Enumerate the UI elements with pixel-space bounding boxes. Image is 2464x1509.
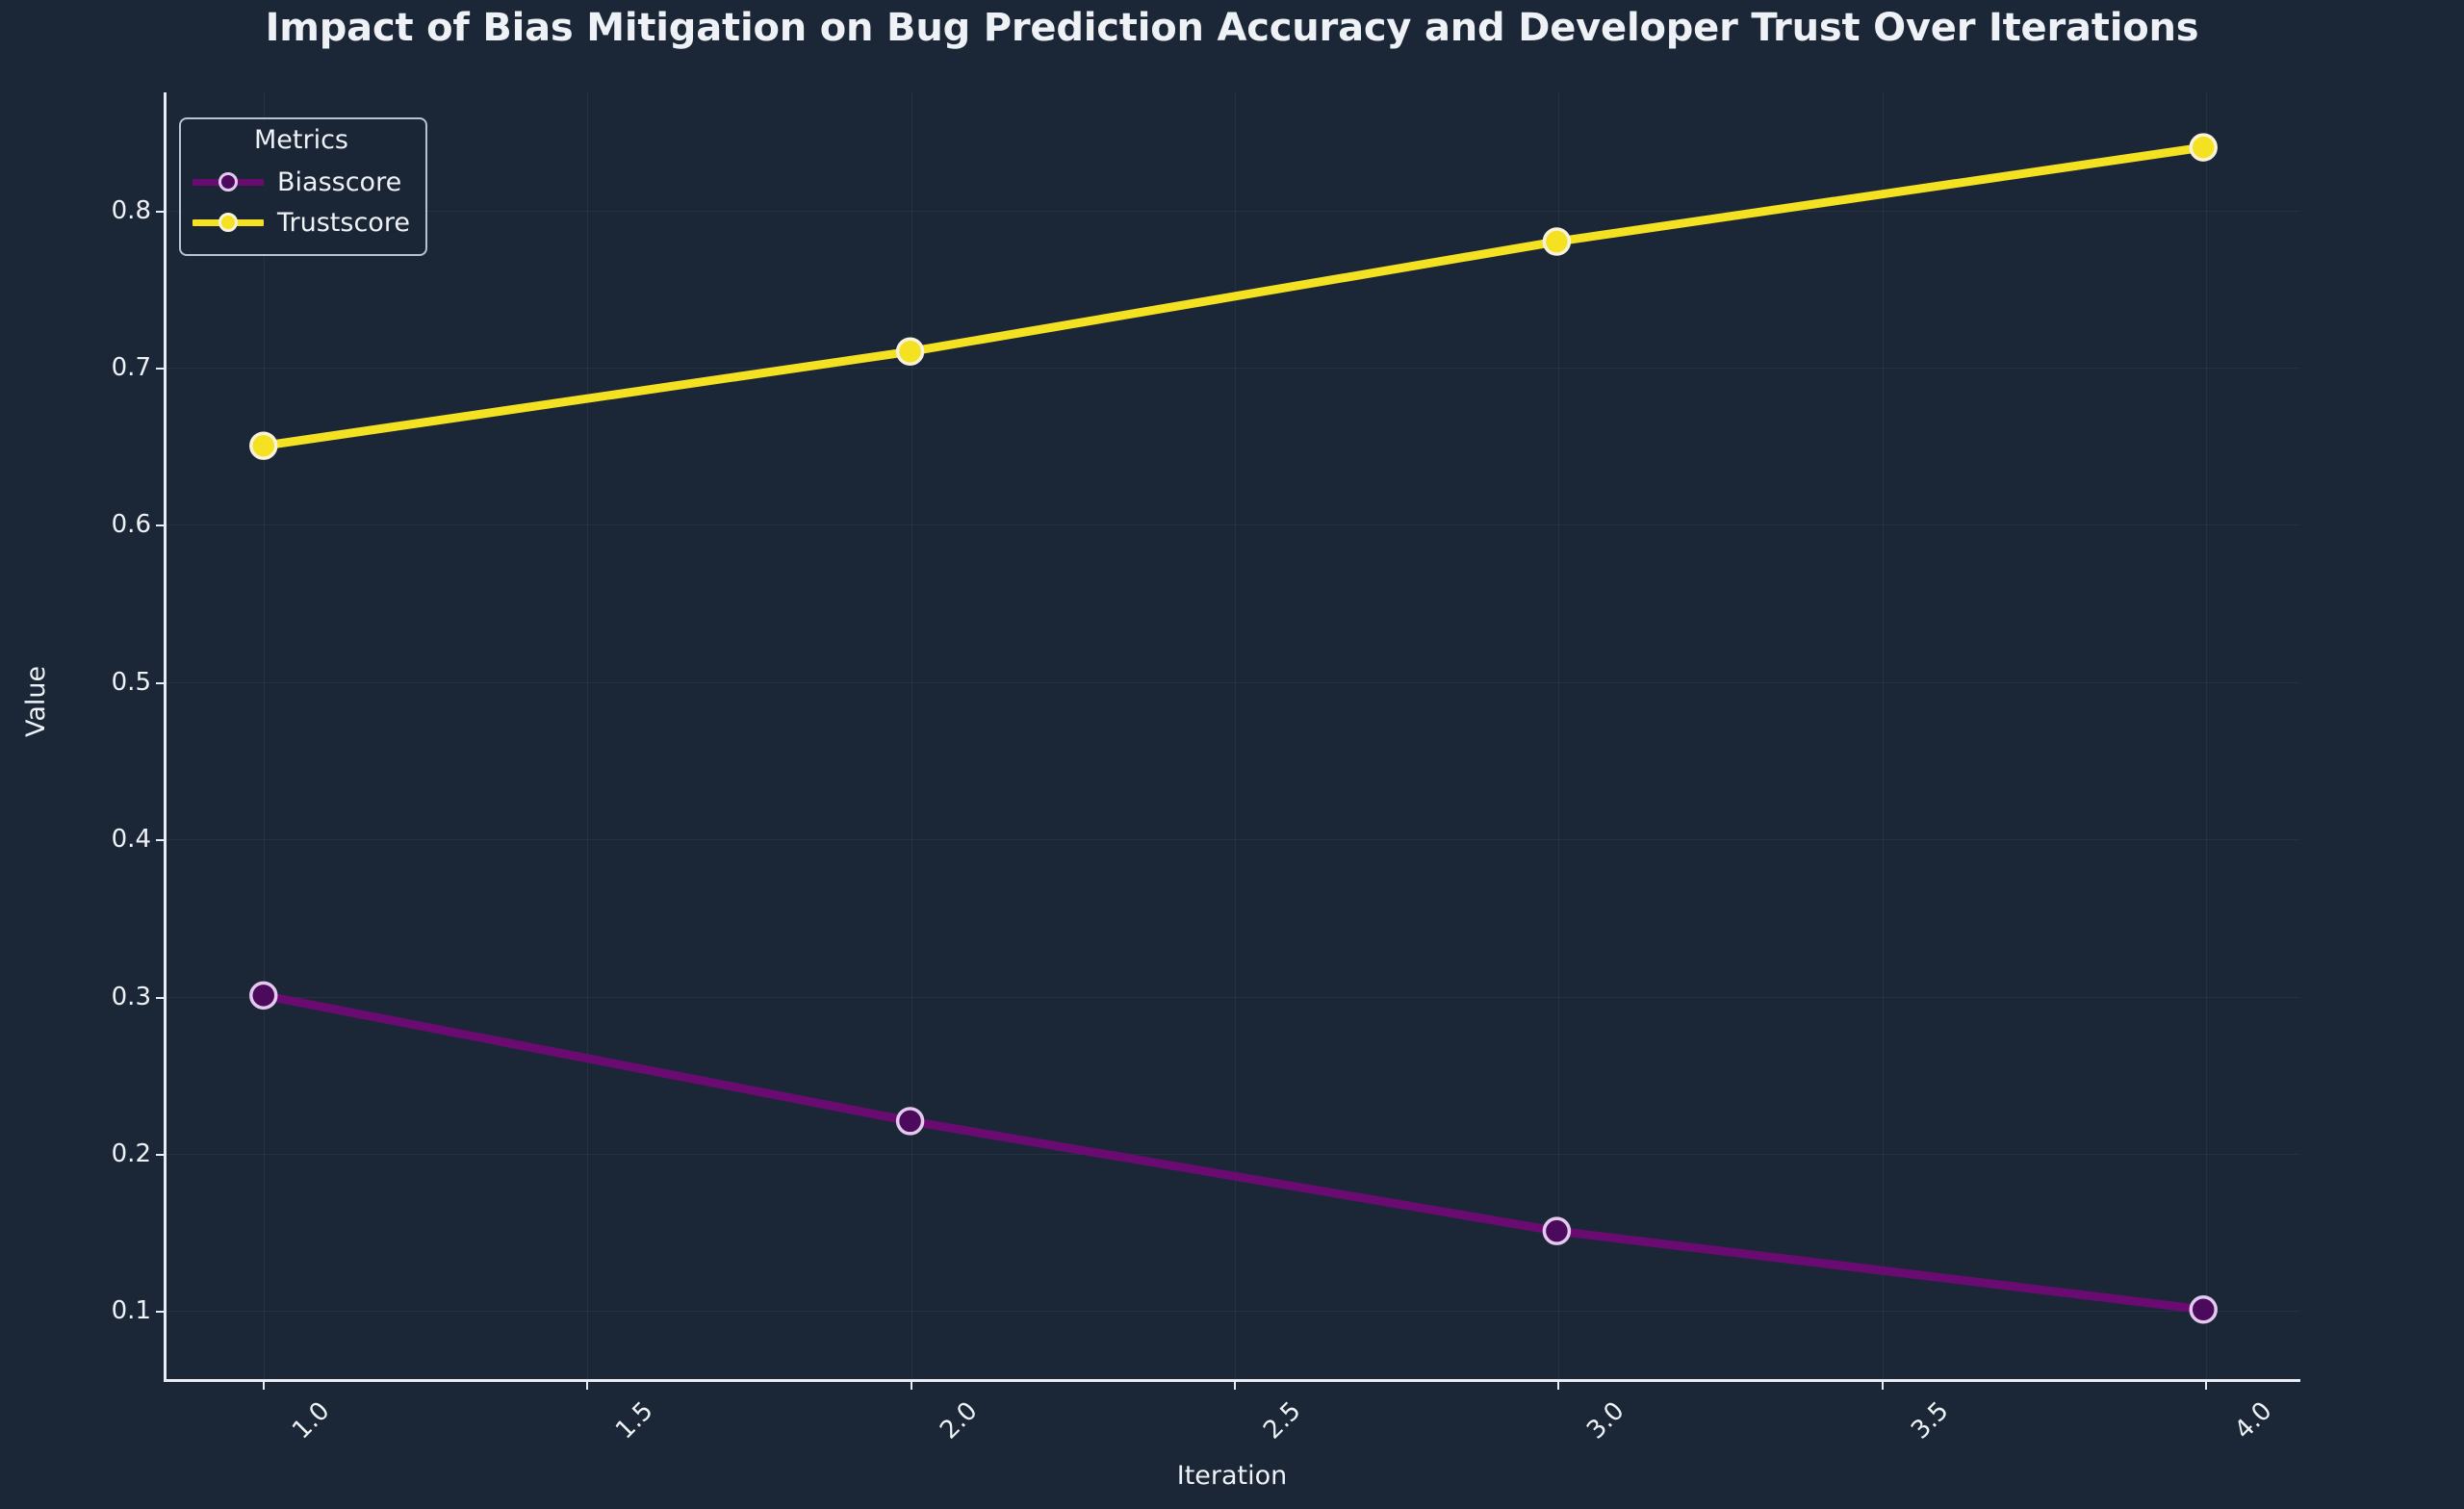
gridline-vertical [263,92,265,1379]
x-tick-mark [1557,1379,1560,1390]
y-tick-label: 0.2 [111,1139,151,1169]
y-tick-label: 0.1 [111,1296,151,1326]
gridline-horizontal [167,839,2300,841]
gridline-vertical [1558,92,1560,1379]
gridline-vertical [2206,92,2208,1379]
data-point-marker [895,337,925,366]
legend-swatch-icon [192,170,264,193]
x-tick-label: 2.5 [1258,1396,1307,1445]
x-tick-mark [586,1379,589,1390]
legend-marker-icon [218,213,238,233]
x-tick-label: 2.0 [934,1396,984,1445]
x-tick-mark [1881,1379,1884,1390]
gridline-horizontal [167,1311,2300,1313]
y-tick-mark [156,681,167,684]
y-tick-label: 0.7 [111,352,151,382]
legend-title: Metrics [253,125,348,155]
gridline-horizontal [167,1154,2300,1156]
legend-entry-trustscore[interactable]: Trustscore [192,202,410,243]
legend-label: Biasscore [277,166,402,197]
y-tick-label: 0.6 [111,510,151,540]
y-tick-mark [156,839,167,842]
data-point-marker [1542,1216,1572,1245]
x-tick-label: 1.0 [287,1396,336,1445]
x-tick-mark [910,1379,912,1390]
legend-entry-biasscore[interactable]: Biasscore [192,162,410,202]
x-tick-mark [262,1379,265,1390]
gridline-vertical [1235,92,1236,1379]
legend-swatch-icon [192,211,264,234]
gridline-horizontal [167,996,2300,998]
y-tick-mark [156,210,167,213]
y-tick-mark [156,996,167,999]
y-tick-label: 0.3 [111,982,151,1011]
series-trustscore [249,133,2218,460]
y-tick-mark [156,524,167,527]
legend-label: Trustscore [277,207,410,238]
gridline-horizontal [167,210,2300,212]
series-line [259,990,2208,1315]
data-point-marker [1542,227,1572,256]
gridline-horizontal [167,367,2300,369]
data-point-marker [2189,1295,2218,1324]
x-tick-label: 3.5 [1905,1396,1955,1445]
gridline-horizontal [167,681,2300,683]
series-line [259,142,2208,450]
legend-marker-icon [218,172,238,192]
x-tick-label: 1.5 [610,1396,659,1445]
plot-inner: 0.1 0.2 0.3 0.4 0.5 0.6 0.7 0.8 1.0 1.5 2.0 2.5 3.0… [112,92,2300,1445]
gridline-vertical [911,92,912,1379]
gridline-vertical [1882,92,1884,1379]
y-tick-mark [156,367,167,370]
data-series-layer [249,133,2218,1324]
x-axis-label: Iteration [1176,1461,1288,1491]
gridline-horizontal [167,524,2300,526]
y-tick-label: 0.8 [111,195,151,225]
legend-entries: Biasscore Trustscore [192,162,410,243]
data-point-marker [249,981,278,1010]
y-tick-label: 0.5 [111,667,151,697]
gridline-vertical [587,92,589,1379]
data-point-marker [895,1107,925,1136]
series-biasscore [249,981,2218,1324]
y-tick-label: 0.4 [111,825,151,855]
y-axis-label: Value [21,665,51,737]
x-tick-mark [1234,1379,1236,1390]
legend: Metrics Biasscore Trustscore [179,117,427,257]
x-tick-label: 4.0 [2229,1396,2278,1445]
x-tick-mark [2205,1379,2208,1390]
y-tick-mark [156,1311,167,1314]
y-tick-mark [156,1154,167,1157]
page-title: Impact of Bias Mitigation on Bug Predict… [265,6,2199,50]
data-point-marker [249,431,278,460]
plot-area: 0.1 0.2 0.3 0.4 0.5 0.6 0.7 0.8 1.0 1.5 2.0 2.5 3.0… [112,92,2300,1445]
x-tick-label: 3.0 [1581,1396,1630,1445]
data-point-marker [2189,133,2218,162]
